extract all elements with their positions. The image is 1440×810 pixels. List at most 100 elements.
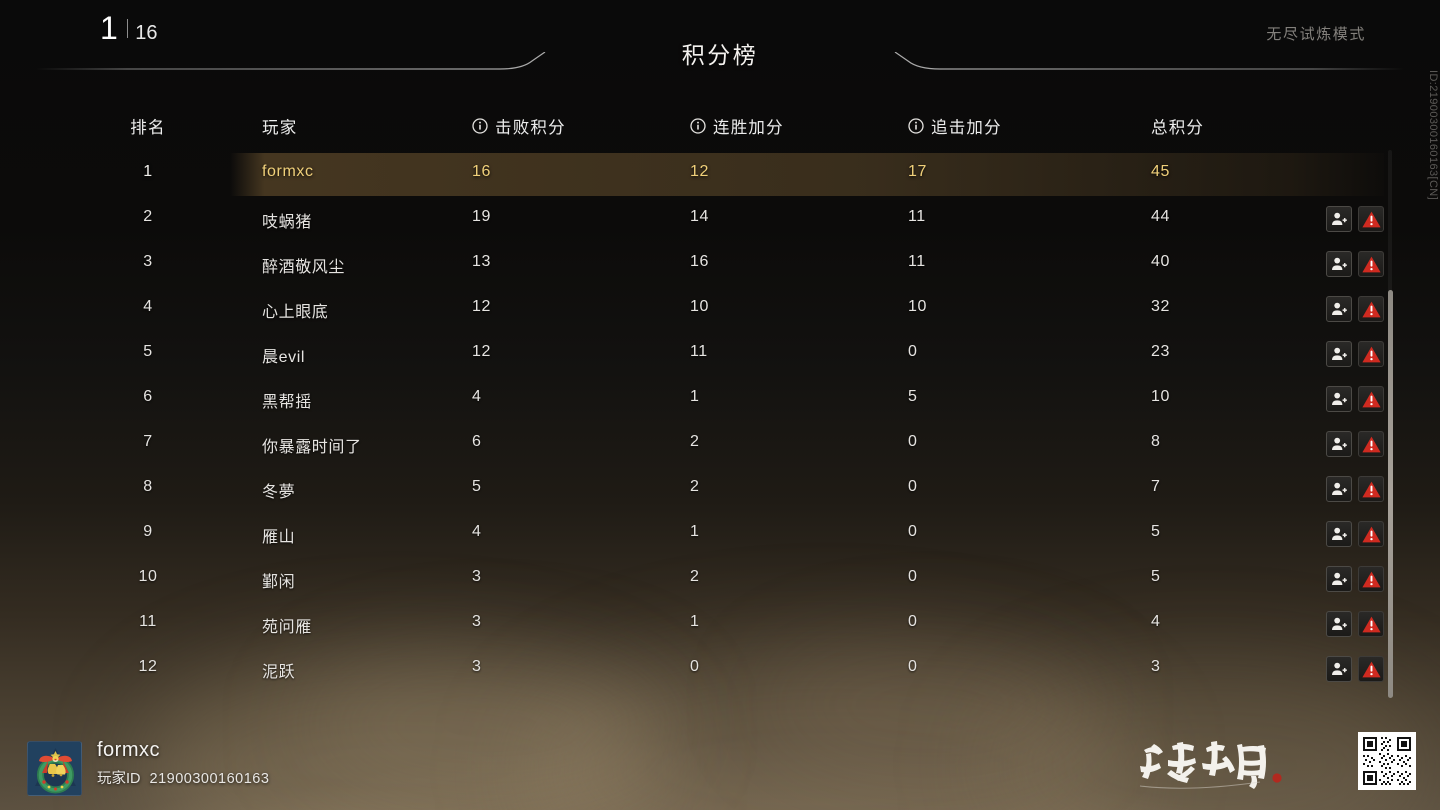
footer-player-name: formxc: [97, 739, 160, 761]
report-button[interactable]: [1358, 206, 1384, 232]
table-row[interactable]: 1 formxc 16 12 17 45: [0, 152, 1440, 197]
cell-player: 心上眼底: [262, 304, 329, 321]
report-button[interactable]: [1358, 386, 1384, 412]
add-friend-button[interactable]: [1326, 611, 1352, 637]
cell-total: 8: [1151, 433, 1161, 450]
add-friend-button[interactable]: [1326, 206, 1352, 232]
info-icon[interactable]: [472, 118, 488, 134]
cell-streak: 0: [690, 658, 700, 675]
add-friend-icon: [1332, 302, 1347, 315]
cell-kill: 19: [472, 208, 491, 225]
cell-player: 你暴露时间了: [262, 439, 362, 456]
page-title: 积分榜: [681, 42, 759, 68]
add-friend-button[interactable]: [1326, 251, 1352, 277]
table-row[interactable]: 5 晨evil 12 11 0 23: [0, 332, 1440, 377]
game-mode-label: 无尽试炼模式: [1266, 26, 1366, 43]
add-friend-button[interactable]: [1326, 431, 1352, 457]
report-button[interactable]: [1358, 341, 1384, 367]
table-row[interactable]: 8 冬夢 5 2 0 7: [0, 467, 1440, 512]
report-button[interactable]: [1358, 251, 1384, 277]
footer-bar: formxc 玩家ID 21900300160163: [0, 714, 1440, 810]
report-icon: [1361, 391, 1381, 407]
column-header-total-score-label: 总积分: [1151, 119, 1205, 137]
cell-kill: 6: [472, 433, 482, 450]
report-button[interactable]: [1358, 431, 1384, 457]
column-header-win-streak[interactable]: 连胜加分: [690, 114, 810, 138]
cell-streak: 2: [690, 433, 700, 450]
table-row[interactable]: 11 苑问雁 3 1 0 4: [0, 602, 1440, 647]
cell-chase: 11: [908, 208, 926, 225]
report-icon: [1361, 481, 1381, 497]
report-button[interactable]: [1358, 566, 1384, 592]
cell-rank: 10: [138, 568, 158, 585]
cell-total: 4: [1151, 613, 1161, 630]
cell-rank: 2: [143, 208, 153, 225]
report-button[interactable]: [1358, 611, 1384, 637]
report-icon: [1361, 346, 1381, 362]
report-icon: [1361, 526, 1381, 542]
cell-player: 雁山: [262, 529, 296, 546]
add-friend-button[interactable]: [1326, 521, 1352, 547]
row-actions: [1326, 611, 1384, 637]
avatar[interactable]: [27, 741, 82, 796]
row-actions: [1326, 386, 1384, 412]
add-friend-button[interactable]: [1326, 656, 1352, 682]
cell-player: formxc: [262, 163, 314, 180]
qr-code[interactable]: [1358, 732, 1416, 790]
report-icon: [1361, 661, 1381, 677]
round-total: 16: [135, 22, 158, 44]
cell-total: 5: [1151, 523, 1161, 540]
christmas-wreath-avatar-icon: [28, 742, 81, 795]
cell-player: 吱蜗猪: [262, 214, 312, 231]
scrollbar-thumb[interactable]: [1388, 290, 1393, 698]
table-row[interactable]: 3 醉酒敬风尘 13 16 11 40: [0, 242, 1440, 287]
cell-chase: 0: [908, 523, 918, 540]
cell-kill: 13: [472, 253, 491, 270]
add-friend-icon: [1332, 482, 1347, 495]
cell-kill: 4: [472, 523, 482, 540]
table-header-row: 排名 玩家 击败积分 连胜加分: [0, 104, 1440, 152]
cell-streak: 12: [690, 163, 709, 180]
add-friend-button[interactable]: [1326, 386, 1352, 412]
add-friend-button[interactable]: [1326, 296, 1352, 322]
info-icon[interactable]: [690, 118, 706, 134]
report-button[interactable]: [1358, 296, 1384, 322]
cell-chase: 0: [908, 343, 918, 360]
cell-total: 40: [1151, 253, 1170, 270]
report-icon: [1361, 616, 1381, 632]
column-header-rank-label: 排名: [130, 119, 166, 137]
add-friend-button[interactable]: [1326, 341, 1352, 367]
cell-chase: 5: [908, 388, 918, 405]
game-logo: [1138, 736, 1313, 792]
column-header-player-label: 玩家: [262, 119, 298, 137]
cell-rank: 3: [143, 253, 153, 270]
cell-kill: 12: [472, 298, 491, 315]
table-row[interactable]: 2 吱蜗猪 19 14 11 44: [0, 197, 1440, 242]
report-button[interactable]: [1358, 476, 1384, 502]
report-button[interactable]: [1358, 656, 1384, 682]
add-friend-button[interactable]: [1326, 566, 1352, 592]
table-row[interactable]: 6 黑帮摇 4 1 5 10: [0, 377, 1440, 422]
cell-streak: 2: [690, 568, 700, 585]
cell-chase: 11: [908, 253, 926, 270]
cell-chase: 0: [908, 478, 918, 495]
report-button[interactable]: [1358, 521, 1384, 547]
table-row[interactable]: 7 你暴露时间了 6 2 0 8: [0, 422, 1440, 467]
table-row[interactable]: 4 心上眼底 12 10 10 32: [0, 287, 1440, 332]
header: 1 16 积分榜 无尽试炼模式: [0, 0, 1440, 80]
add-friend-button[interactable]: [1326, 476, 1352, 502]
info-icon[interactable]: [908, 118, 924, 134]
table-row[interactable]: 9 雁山 4 1 0 5: [0, 512, 1440, 557]
column-header-chase-bonus[interactable]: 追击加分: [908, 114, 1028, 138]
column-header-kill-score[interactable]: 击败积分: [472, 114, 592, 138]
row-actions: [1326, 206, 1384, 232]
column-header-rank: 排名: [118, 114, 178, 138]
table-row[interactable]: 10 鄞闲 3 2 0 5: [0, 557, 1440, 602]
cell-player: 黑帮摇: [262, 394, 312, 411]
cell-chase: 10: [908, 298, 927, 315]
cell-kill: 16: [472, 163, 491, 180]
cell-streak: 2: [690, 478, 700, 495]
row-actions: [1326, 656, 1384, 682]
table-row[interactable]: 12 泥跃 3 0 0 3: [0, 647, 1440, 692]
